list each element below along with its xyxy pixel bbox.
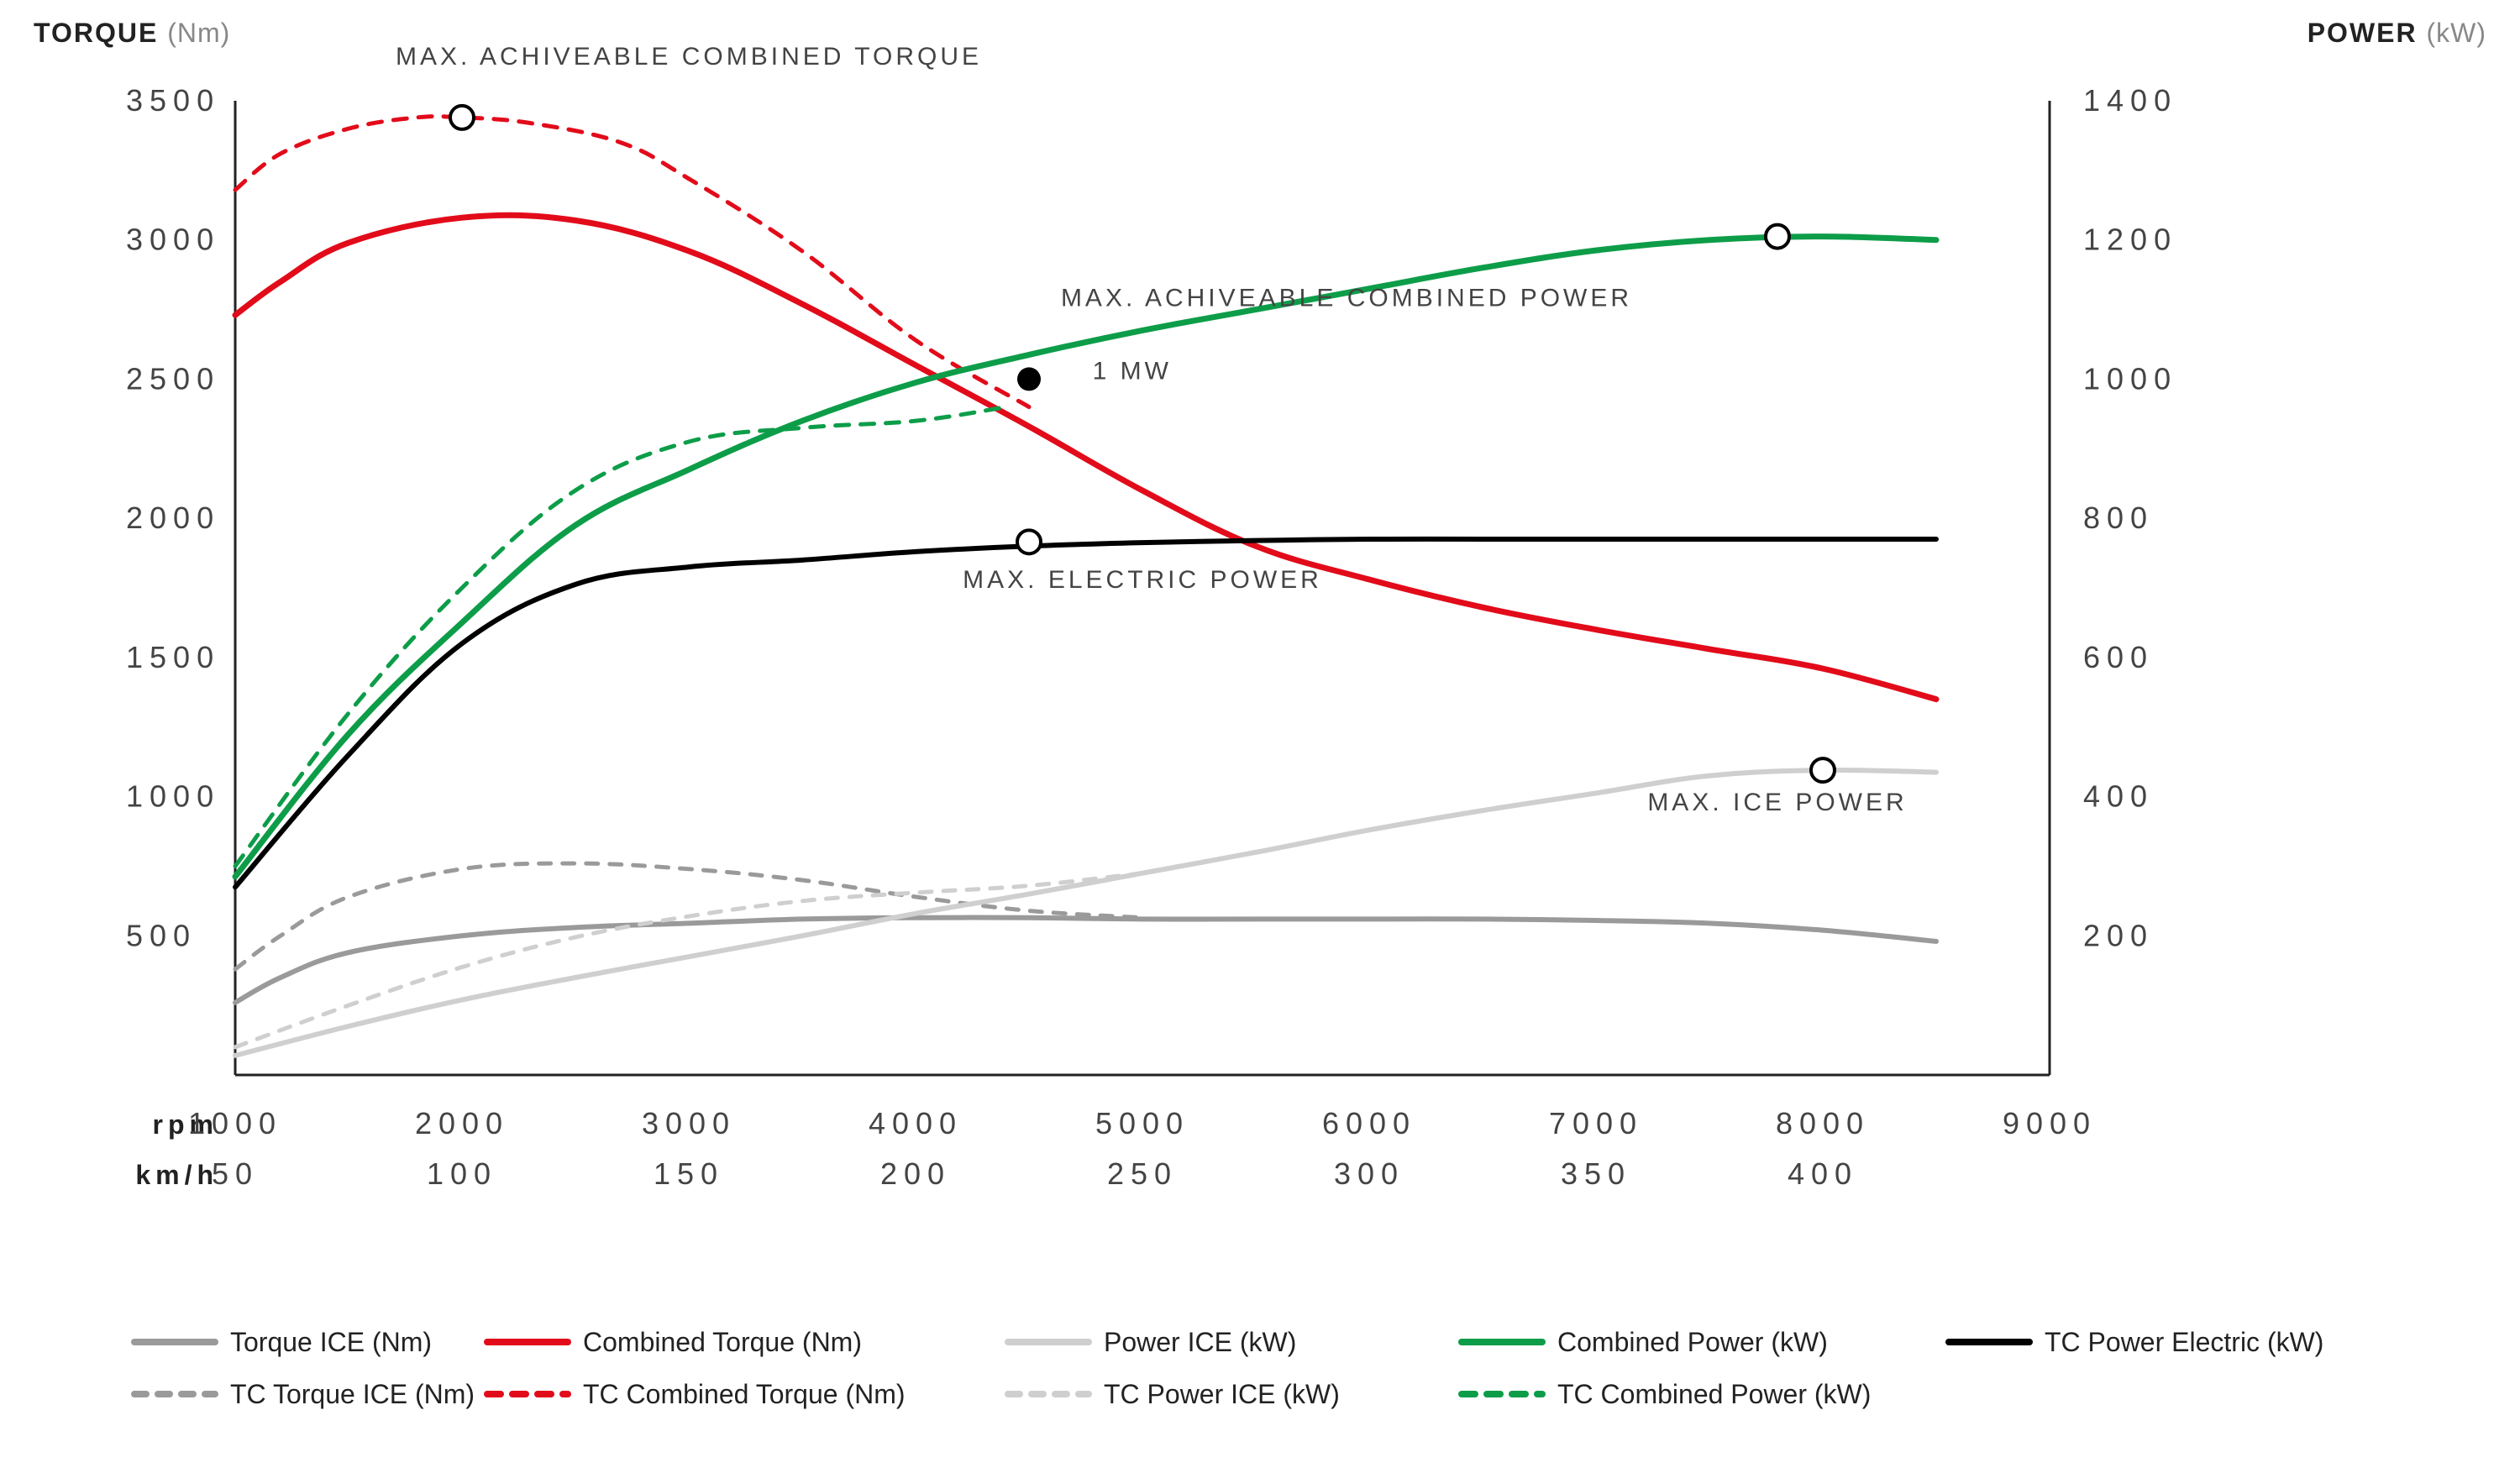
x-tick-rpm: 6000 [1322,1106,1416,1140]
x-tick-rpm: 7000 [1549,1106,1643,1140]
y-right-tick: 1200 [2083,223,2177,257]
max_torque_marker [450,106,474,129]
x-tick-rpm: 1000 [188,1106,282,1140]
x-tick-kmh: 350 [1561,1156,1631,1191]
x-tick-kmh: 200 [880,1156,951,1191]
annot_max_elec: MAX. ELECTRIC POWER [963,566,1322,594]
y-left-tick: 1000 [126,779,220,814]
y-left-tick: 2000 [126,501,220,535]
annot_max_ice: MAX. ICE POWER [1647,789,1907,816]
legend-label-power_ice: Power ICE (kW) [1104,1327,1296,1357]
y-right-tick: 400 [2083,779,2154,814]
legend-label-tc_power_ice: TC Power ICE (kW) [1104,1379,1340,1409]
x-tick-kmh: 400 [1788,1156,1858,1191]
mw_marker [1017,367,1041,391]
max_comb_power_marker [1766,225,1789,249]
annot_max_power: MAX. ACHIVEABLE COMBINED POWER [1061,284,1632,312]
legend-label-combined_power: Combined Power (kW) [1557,1327,1828,1357]
legend-label-tc_torque_ice: TC Torque ICE (Nm) [230,1379,475,1409]
annot_1mw: 1 MW [1093,357,1172,385]
y-left-tick: 2500 [126,361,220,396]
legend-label-tc_power_electric: TC Power Electric (kW) [2045,1327,2323,1357]
x-tick-kmh: 300 [1334,1156,1404,1191]
x-tick-kmh: 250 [1107,1156,1178,1191]
legend-label-torque_ice: Torque ICE (Nm) [230,1327,432,1357]
x-tick-rpm: 3000 [642,1106,736,1140]
y-left-tick: 3500 [126,83,220,118]
y-right-tick: 200 [2083,918,2154,952]
x-tick-rpm: 4000 [869,1106,963,1140]
legend-label-combined_torque: Combined Torque (Nm) [583,1327,862,1357]
x-tick-rpm: 5000 [1095,1106,1189,1140]
y-right-tick: 1000 [2083,361,2177,396]
y-right-tick: 1400 [2083,83,2177,118]
legend-label-tc_combined_torque: TC Combined Torque (Nm) [583,1379,906,1409]
y-left-title: TORQUE (Nm) [34,18,230,48]
torque-power-chart: TORQUE (Nm) POWER (kW) 500 1000 1500 2000 2500… [0,0,2520,1468]
y-left-tick: 3000 [126,223,220,257]
y-left-tick: 1500 [126,640,220,674]
y-right-tick: 600 [2083,640,2154,674]
y-right-title: POWER (kW) [2307,18,2486,48]
legend-label-tc_combined_power: TC Combined Power (kW) [1557,1379,1871,1409]
x-tick-rpm: 2000 [415,1106,509,1140]
x-tick-kmh: 50 [212,1156,259,1191]
x-row-label-kmh: km/h [135,1160,218,1190]
max_ice_power_marker [1811,758,1835,782]
max_elec_power_marker [1017,530,1041,553]
x-tick-rpm: 9000 [2003,1106,2097,1140]
y-right-tick: 800 [2083,501,2154,535]
x-tick-kmh: 150 [654,1156,724,1191]
y-left-tick: 500 [126,918,197,952]
x-tick-kmh: 100 [427,1156,497,1191]
chart-svg: TORQUE (Nm) POWER (kW) 500 1000 1500 2000 2500… [0,0,2520,1468]
annot_max_torque: MAX. ACHIVEABLE COMBINED TORQUE [396,43,982,71]
x-tick-rpm: 8000 [1776,1106,1870,1140]
